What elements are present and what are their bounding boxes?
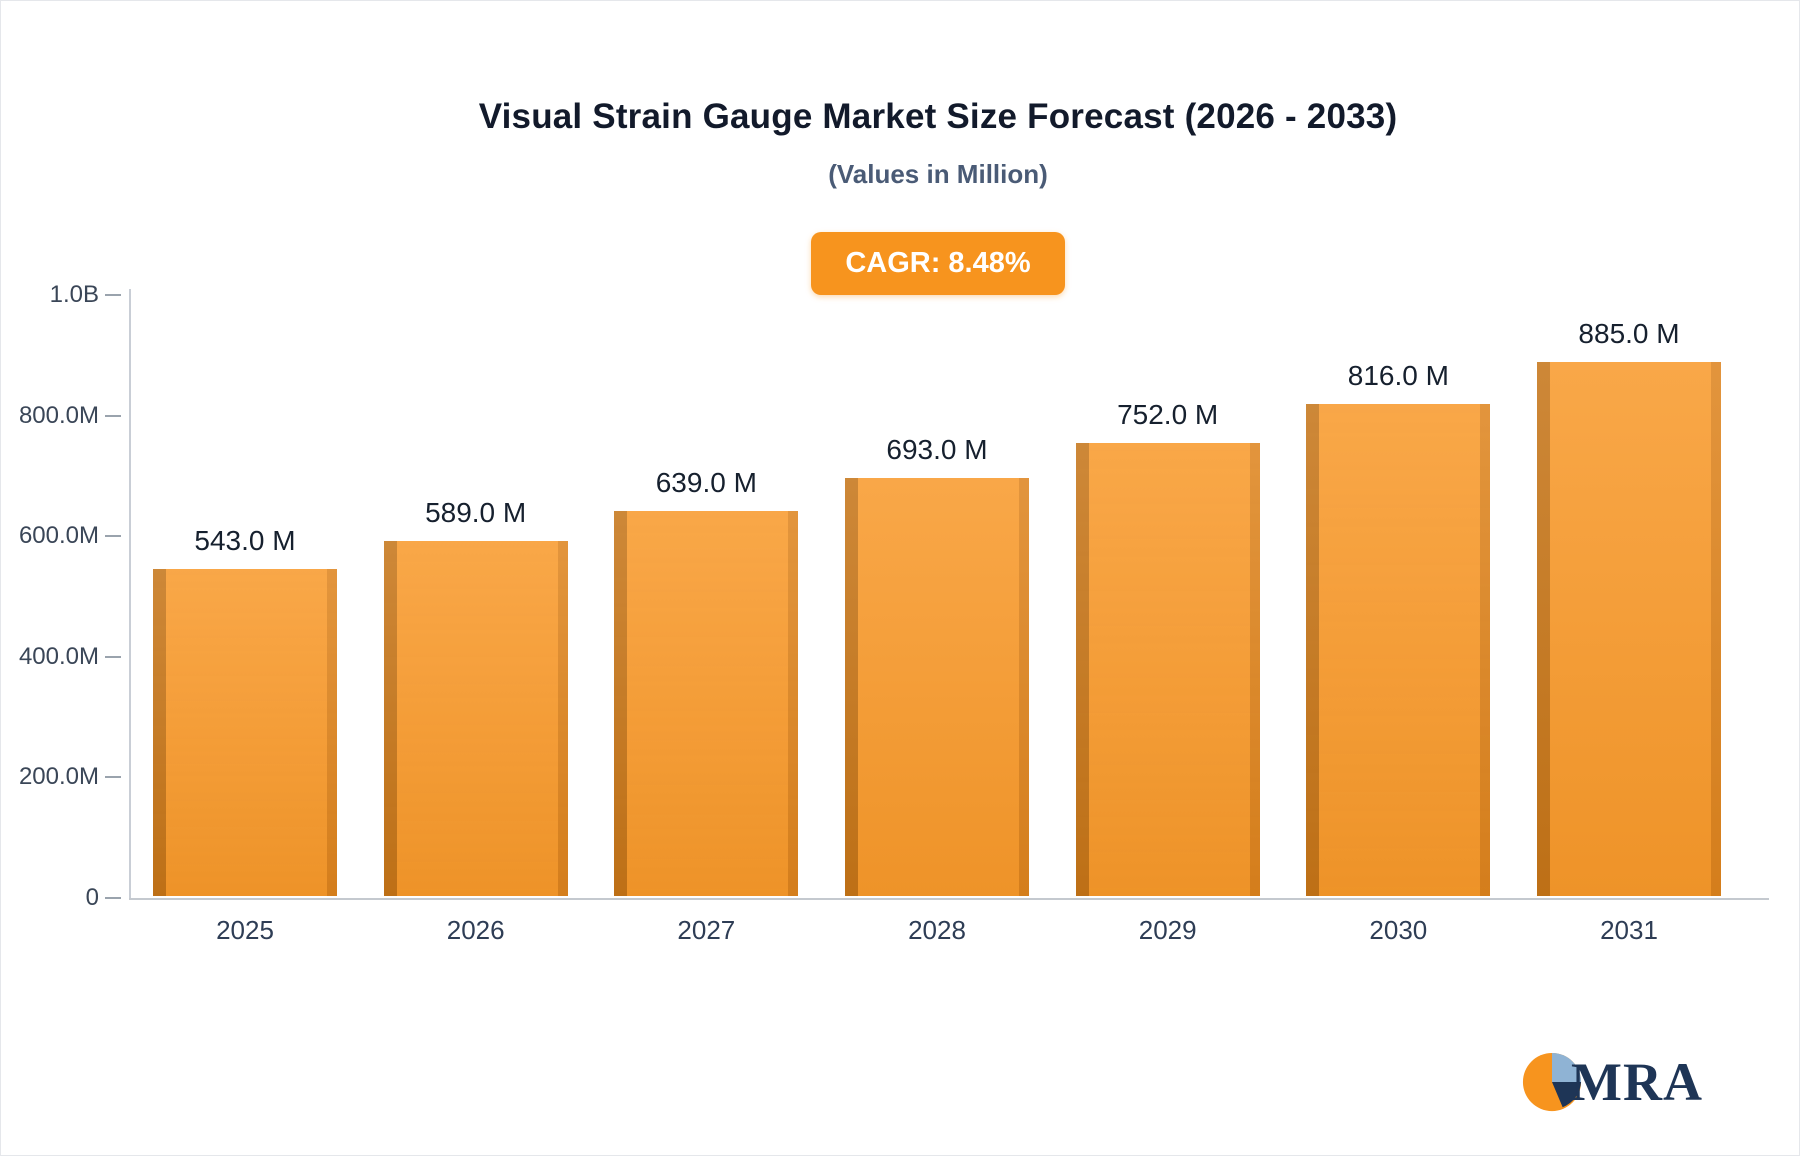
y-tick-label: 800.0M — [18, 401, 99, 429]
chart-title: Visual Strain Gauge Market Size Forecast… — [478, 97, 1398, 136]
y-tick-label: 600.0M — [18, 522, 99, 550]
bar-2029 — [1075, 442, 1260, 896]
y-tick-mark — [105, 294, 121, 296]
bar-2027 — [614, 510, 799, 896]
x-axis-label-2029: 2029 — [1138, 915, 1197, 945]
bar-2031 — [1537, 362, 1722, 896]
x-axis-baseline — [129, 898, 1769, 900]
y-tick-mark — [105, 776, 121, 779]
chart-subtitle: (Values in Million) — [828, 159, 1048, 189]
brand-logo-icon — [1522, 1052, 1582, 1112]
y-tick-label: 0 — [85, 884, 99, 911]
bar-value-label-2026: 589.0 M — [425, 496, 527, 528]
brand-logo-text: MRA — [1571, 1052, 1703, 1112]
x-axis-label-2031: 2031 — [1600, 915, 1658, 945]
brand-logo: MRA — [1521, 1051, 1703, 1113]
y-tick-mark — [105, 414, 121, 417]
bar-value-label-2028: 693.0 M — [886, 434, 988, 466]
bar-2026 — [383, 540, 568, 896]
y-tick-label: 200.0M — [18, 763, 99, 791]
bar-value-label-2025: 543.0 M — [194, 524, 296, 556]
y-tick-mark — [105, 897, 121, 899]
bar-value-label-2031: 885.0 M — [1578, 318, 1680, 350]
x-axis-label-2030: 2030 — [1369, 915, 1428, 945]
chart-header: Visual Strain Gauge Market Size Forecast… — [75, 97, 1799, 295]
x-axis-label-2026: 2026 — [446, 915, 505, 945]
cagr-badge: CAGR: 8.48% — [811, 232, 1065, 295]
bar-2028 — [845, 478, 1029, 896]
y-tick-mark — [105, 655, 121, 658]
y-tick-label: 400.0M — [18, 642, 99, 670]
bar-2030 — [1306, 403, 1491, 896]
x-axis-label-2025: 2025 — [216, 915, 274, 945]
y-tick-mark — [105, 535, 121, 538]
bar-value-label-2030: 816.0 M — [1347, 359, 1449, 391]
bar-value-label-2027: 639.0 M — [655, 466, 757, 498]
y-axis-line — [129, 289, 131, 900]
bar-2025 — [153, 568, 337, 896]
x-axis-label-2028: 2028 — [908, 915, 966, 945]
y-tick-label: 1.0B — [49, 281, 99, 308]
bar-value-label-2029: 752.0 M — [1117, 398, 1219, 430]
x-axis-label-2027: 2027 — [677, 915, 736, 945]
